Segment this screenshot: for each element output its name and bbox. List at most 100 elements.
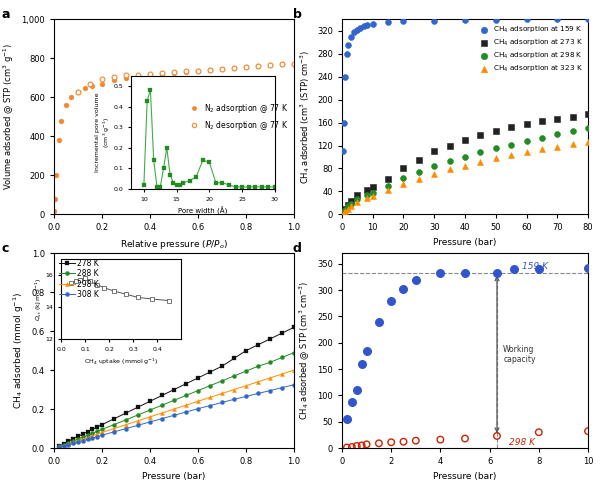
CH$_4$ adsorption at 273 K <box>368 184 377 191</box>
N$_2$ adsorption @ 77 K <box>98 81 106 87</box>
278 K <box>74 433 82 439</box>
CH$_4$ adsorption at 298 K <box>383 182 393 189</box>
N$_2$ desorption @ 77 K <box>98 76 106 82</box>
Legend: 278 K, 288 K, 298 K, 308 K: 278 K, 288 K, 298 K, 308 K <box>58 257 100 300</box>
CH$_4$ adsorption at 298 K <box>398 174 408 182</box>
Point <box>352 386 362 394</box>
298 K <box>98 430 106 435</box>
Y-axis label: Volume adsorbed @ STP (cm$^3$ g$^{-1}$): Volume adsorbed @ STP (cm$^3$ g$^{-1}$) <box>1 43 16 190</box>
CH$_4$ adsorption at 298 K <box>476 149 485 156</box>
CH$_4$ adsorption at 273 K <box>398 165 408 172</box>
308 K <box>79 438 86 444</box>
288 K <box>79 434 86 440</box>
Point <box>357 360 367 368</box>
CH$_4$ adsorption at 323 K <box>583 138 593 146</box>
CH$_4$ adsorption at 159 K <box>359 22 368 30</box>
278 K <box>110 416 118 422</box>
CH$_4$ adsorption at 298 K <box>522 137 532 145</box>
Line: 278 K: 278 K <box>57 325 296 448</box>
308 K <box>242 393 250 399</box>
298 K <box>55 444 62 450</box>
CH$_4$ adsorption at 159 K <box>342 50 352 58</box>
298 K <box>254 379 262 385</box>
Line: N$_2$ desorption @ 77 K: N$_2$ desorption @ 77 K <box>76 61 296 94</box>
Point <box>374 439 384 447</box>
Legend: N$_2$ adsorption @ 77 K, N$_2$ desorption @ 77 K: N$_2$ adsorption @ 77 K, N$_2$ desorptio… <box>185 100 290 133</box>
298 K <box>146 414 154 420</box>
CH$_4$ adsorption at 159 K <box>383 19 393 26</box>
278 K <box>65 438 72 444</box>
CH$_4$ adsorption at 273 K <box>506 123 516 131</box>
308 K <box>70 440 77 446</box>
CH$_4$ adsorption at 159 K <box>522 16 532 23</box>
CH$_4$ adsorption at 159 K <box>356 23 365 31</box>
288 K <box>194 388 202 393</box>
288 K <box>146 407 154 413</box>
Point <box>362 440 371 448</box>
Point <box>411 437 421 445</box>
278 K <box>218 363 226 369</box>
CH$_4$ adsorption at 273 K <box>343 201 353 208</box>
Point <box>347 443 356 451</box>
Point <box>534 265 544 273</box>
308 K <box>194 406 202 412</box>
CH$_4$ adsorption at 159 K <box>553 16 562 23</box>
N$_2$ adsorption @ 77 K <box>218 66 226 72</box>
CH$_4$ adsorption at 323 K <box>522 148 532 156</box>
298 K <box>278 371 286 377</box>
278 K <box>194 375 202 381</box>
298 K <box>94 431 101 437</box>
CH$_4$ adsorption at 273 K <box>522 120 532 128</box>
N$_2$ adsorption @ 77 K <box>230 65 238 71</box>
N$_2$ desorption @ 77 K <box>290 61 298 67</box>
Point <box>492 432 502 440</box>
288 K <box>218 378 226 384</box>
278 K <box>55 443 62 449</box>
CH$_4$ adsorption at 298 K <box>362 191 371 199</box>
CH$_4$ adsorption at 159 K <box>460 16 470 24</box>
298 K <box>230 387 238 393</box>
Text: b: b <box>293 8 302 21</box>
Point <box>386 297 396 304</box>
298 K <box>70 439 77 445</box>
N$_2$ adsorption @ 77 K <box>194 68 202 74</box>
CH$_4$ adsorption at 159 K <box>338 148 347 155</box>
N$_2$ adsorption @ 77 K <box>206 67 214 73</box>
308 K <box>84 436 91 442</box>
CH$_4$ adsorption at 323 K <box>398 180 408 188</box>
CH$_4$ adsorption at 323 K <box>568 140 577 148</box>
Text: a: a <box>1 8 10 21</box>
N$_2$ adsorption @ 77 K <box>55 137 62 143</box>
308 K <box>170 412 178 418</box>
CH$_4$ adsorption at 323 K <box>476 158 485 166</box>
N$_2$ adsorption @ 77 K <box>52 196 59 202</box>
288 K <box>254 363 262 369</box>
298 K <box>158 410 166 416</box>
Point <box>460 269 470 277</box>
N$_2$ adsorption @ 77 K <box>122 75 130 81</box>
CH$_4$ adsorption at 323 K <box>491 154 500 162</box>
CH$_4$ adsorption at 298 K <box>537 133 547 141</box>
Point <box>342 444 352 451</box>
X-axis label: Pressure (bar): Pressure (bar) <box>433 471 497 481</box>
298 K <box>206 394 214 400</box>
278 K <box>182 381 190 387</box>
288 K <box>110 422 118 428</box>
278 K <box>230 356 238 361</box>
278 K <box>79 431 86 437</box>
308 K <box>98 432 106 438</box>
CH$_4$ adsorption at 273 K <box>362 187 371 194</box>
CH$_4$ adsorption at 323 K <box>383 187 393 194</box>
308 K <box>266 388 274 393</box>
Text: c: c <box>1 242 8 255</box>
Point <box>583 264 593 272</box>
CH$_4$ adsorption at 298 K <box>445 157 454 165</box>
288 K <box>230 373 238 379</box>
CH$_4$ adsorption at 273 K <box>460 136 470 144</box>
CH$_4$ adsorption at 273 K <box>414 156 424 164</box>
278 K <box>122 410 130 416</box>
CH$_4$ adsorption at 159 K <box>339 119 349 127</box>
CH$_4$ adsorption at 159 K <box>491 16 500 24</box>
Y-axis label: CH$_4$ adsorbed (cm$^3$ (STP) cm$^{-3}$): CH$_4$ adsorbed (cm$^3$ (STP) cm$^{-3}$) <box>298 50 311 184</box>
278 K <box>89 427 96 432</box>
